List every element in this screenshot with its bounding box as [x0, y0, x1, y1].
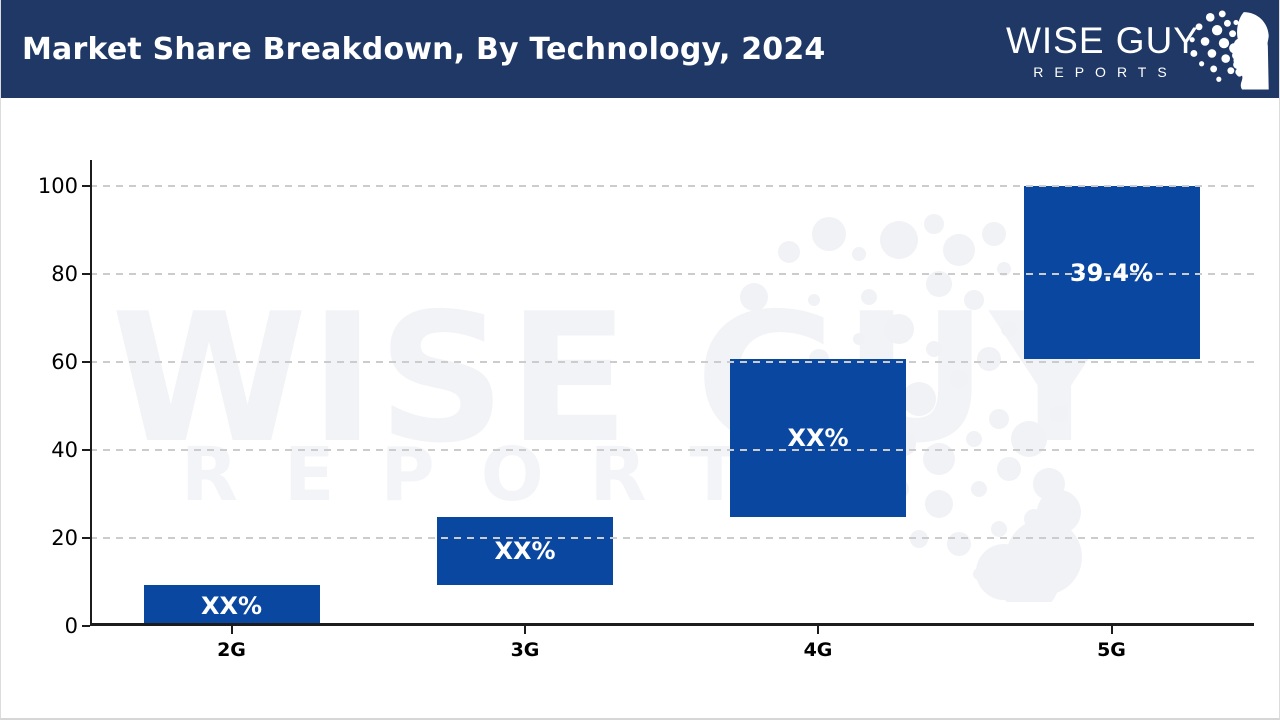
x-tick-mark-2G [230, 626, 233, 634]
y-tick-label-40: 40 [51, 438, 78, 462]
chart-plot-area: XX% XX% XX% 39.4% 0 20 40 60 80 100 2G 3G 4G 5G [1, 98, 1279, 718]
logo-text: WISE GUY REPORTS [1006, 20, 1199, 80]
bar-3G [437, 517, 613, 586]
y-tick-mark-40 [82, 449, 90, 451]
x-tick-label-5G: 5G [1097, 639, 1126, 661]
x-axis-spine [90, 623, 1254, 626]
x-tick-label-4G: 4G [803, 639, 833, 661]
y-tick-mark-0 [82, 625, 90, 627]
gridline-40 [90, 449, 1254, 451]
bar-5G [1023, 186, 1200, 360]
bar-label-5G: 39.4% [1069, 258, 1154, 287]
x-tick-label-2G: 2G [217, 639, 246, 661]
y-tick-label-60: 60 [51, 350, 78, 374]
logo-subtitle: REPORTS [1033, 64, 1178, 80]
logo-head-icon [1189, 10, 1269, 90]
y-tick-label-20: 20 [51, 526, 78, 550]
bar-2G [143, 585, 320, 626]
wise-guy-logo: WISE GUY REPORTS [1006, 6, 1269, 94]
y-axis-spine [90, 160, 92, 626]
gridline-100 [90, 185, 1254, 187]
header-band: Market Share Breakdown, By Technology, 2… [1, 0, 1279, 98]
y-tick-label-0: 0 [64, 614, 78, 638]
gridline-20 [90, 537, 1254, 539]
bar-label-4G: XX% [787, 424, 849, 453]
y-tick-mark-60 [82, 361, 90, 363]
bar-4G [730, 359, 906, 518]
y-tick-label-100: 100 [37, 174, 78, 198]
logo-name: WISE GUY [1005, 20, 1199, 61]
y-tick-mark-20 [82, 537, 90, 539]
y-tick-mark-80 [82, 273, 90, 275]
gridline-60 [90, 361, 1254, 363]
gridline-80 [90, 273, 1254, 275]
y-tick-label-80: 80 [51, 262, 78, 286]
page-title: Market Share Breakdown, By Technology, 2… [22, 31, 826, 67]
x-tick-label-3G: 3G [510, 639, 540, 661]
bar-label-2G: XX% [200, 591, 263, 620]
bar-label-3G: XX% [494, 537, 556, 566]
x-tick-mark-5G [1110, 626, 1113, 634]
y-tick-mark-100 [82, 185, 90, 187]
x-tick-mark-4G [817, 626, 819, 634]
x-tick-mark-3G [524, 626, 526, 634]
